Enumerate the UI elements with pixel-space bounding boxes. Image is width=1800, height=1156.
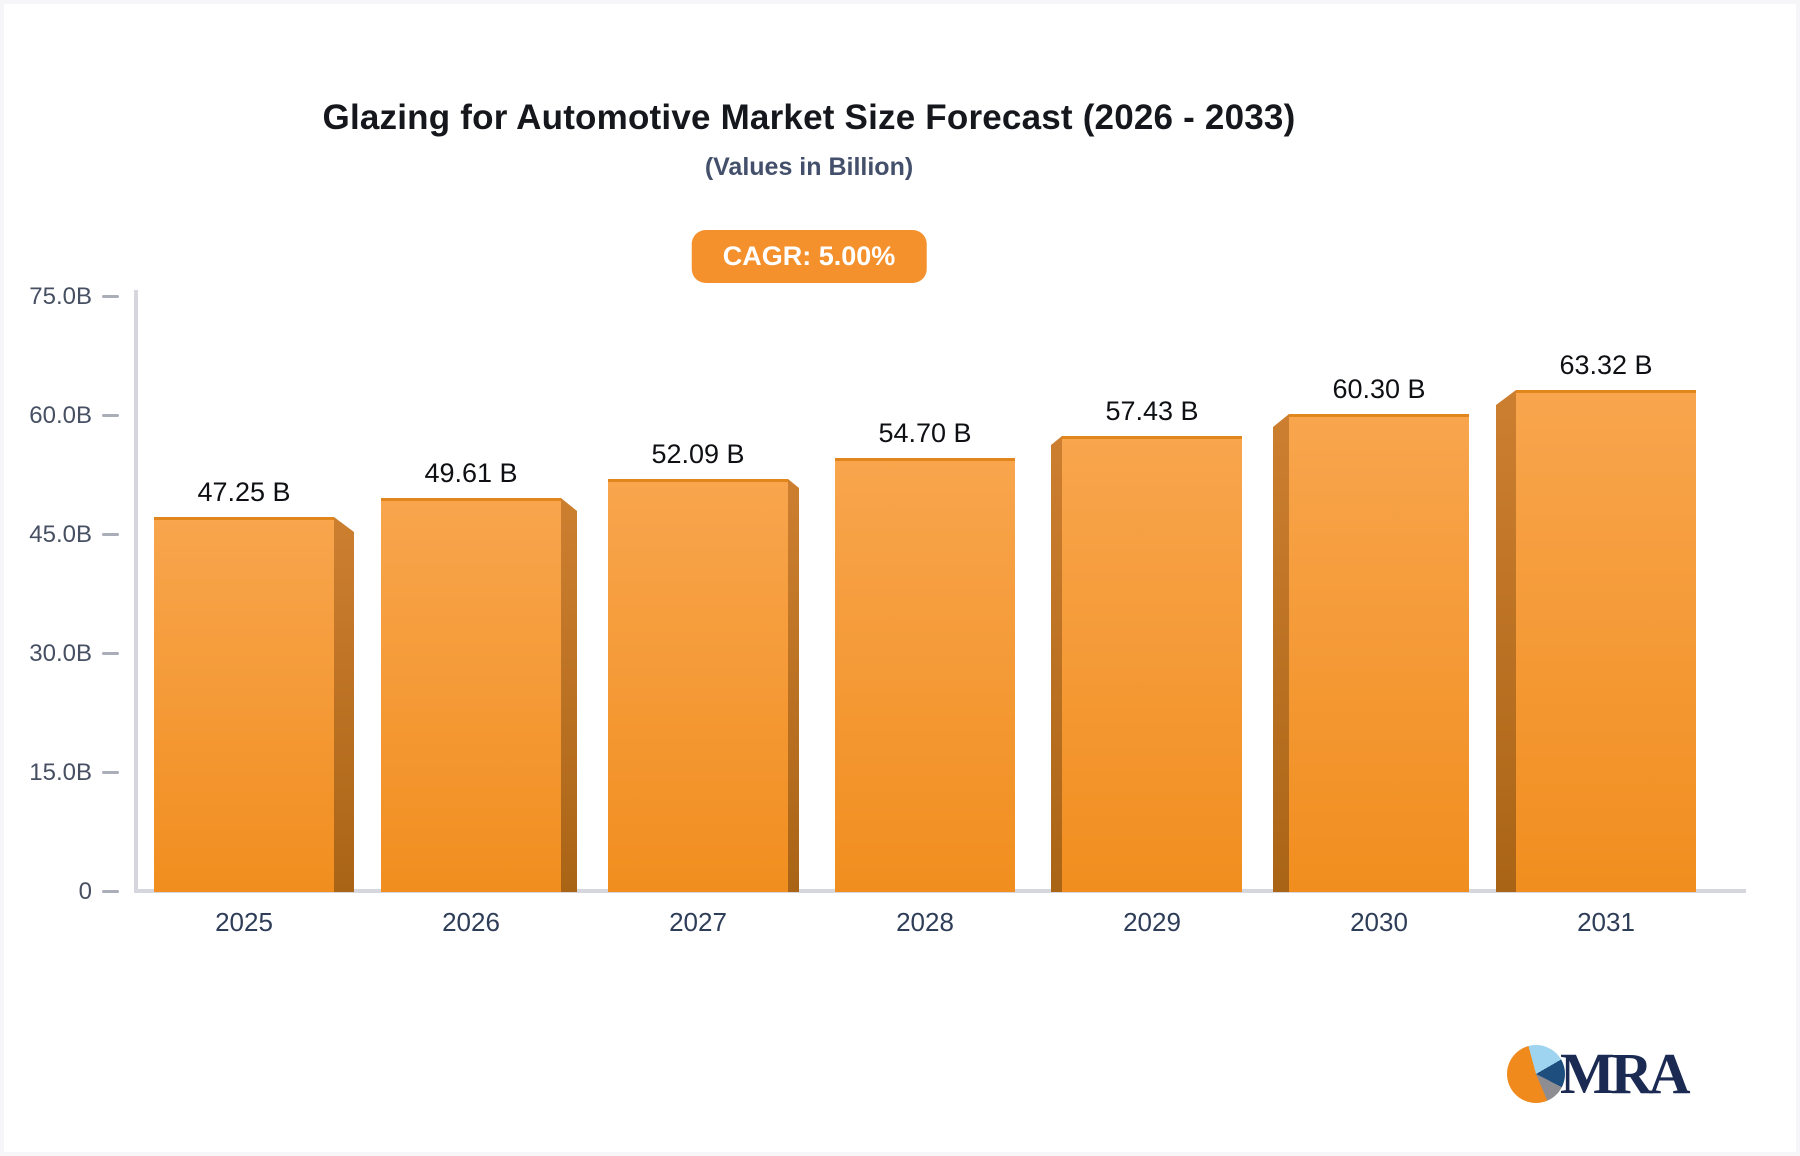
bar-side-face <box>788 479 799 892</box>
y-tick-label: 60.0B <box>29 402 92 429</box>
y-axis-line <box>134 290 138 893</box>
brand-logo: MRA <box>1507 1041 1691 1106</box>
y-tick-label: 0 <box>78 878 92 905</box>
y-tick-label: 45.0B <box>29 521 92 548</box>
y-tick-label: 30.0B <box>29 640 92 667</box>
bar-2030 <box>1289 414 1469 892</box>
bar-2025 <box>154 517 334 892</box>
y-tick-mark <box>102 771 119 774</box>
logo-pie-icon <box>1507 1045 1565 1103</box>
x-axis-label: 2026 <box>442 907 500 937</box>
x-axis-label: 2025 <box>215 907 273 937</box>
bar-2026 <box>381 498 561 892</box>
bar-value-label: 63.32 B <box>1559 350 1653 380</box>
y-tick-mark <box>102 533 119 536</box>
y-tick-mark <box>102 652 119 655</box>
bar-value-label: 52.09 B <box>651 439 745 469</box>
x-axis-label: 2031 <box>1577 907 1635 937</box>
bar-2029 <box>1062 436 1242 892</box>
chart-title: Glazing for Automotive Market Size Forec… <box>322 98 1296 137</box>
logo-text: MRA <box>1560 1041 1691 1106</box>
bar-2028 <box>835 458 1015 892</box>
bar-value-label: 49.61 B <box>424 458 518 488</box>
bar-side-face <box>1051 436 1062 892</box>
bar-value-label: 57.43 B <box>1105 396 1199 426</box>
bar-2031 <box>1516 390 1696 892</box>
bar-side-face <box>334 517 354 892</box>
y-tick-label: 75.0B <box>29 283 92 310</box>
y-tick-mark <box>102 890 119 893</box>
bar-side-face <box>1273 414 1289 892</box>
x-axis-label: 2030 <box>1350 907 1408 937</box>
bar-value-label: 47.25 B <box>197 477 291 507</box>
x-axis-label: 2028 <box>896 907 954 937</box>
cagr-badge: CAGR: 5.00% <box>691 230 927 283</box>
x-axis-label: 2029 <box>1123 907 1181 937</box>
y-tick-mark <box>102 414 119 417</box>
bar-side-face <box>1496 390 1516 892</box>
bar-value-label: 54.70 B <box>878 418 972 448</box>
y-tick-mark <box>102 295 119 298</box>
bar-side-face <box>561 498 577 892</box>
y-tick-label: 15.0B <box>29 759 92 786</box>
chart-subtitle: (Values in Billion) <box>704 153 914 181</box>
bar-2027 <box>608 479 788 892</box>
x-axis-label: 2027 <box>669 907 727 937</box>
bar-value-label: 60.30 B <box>1332 374 1426 404</box>
